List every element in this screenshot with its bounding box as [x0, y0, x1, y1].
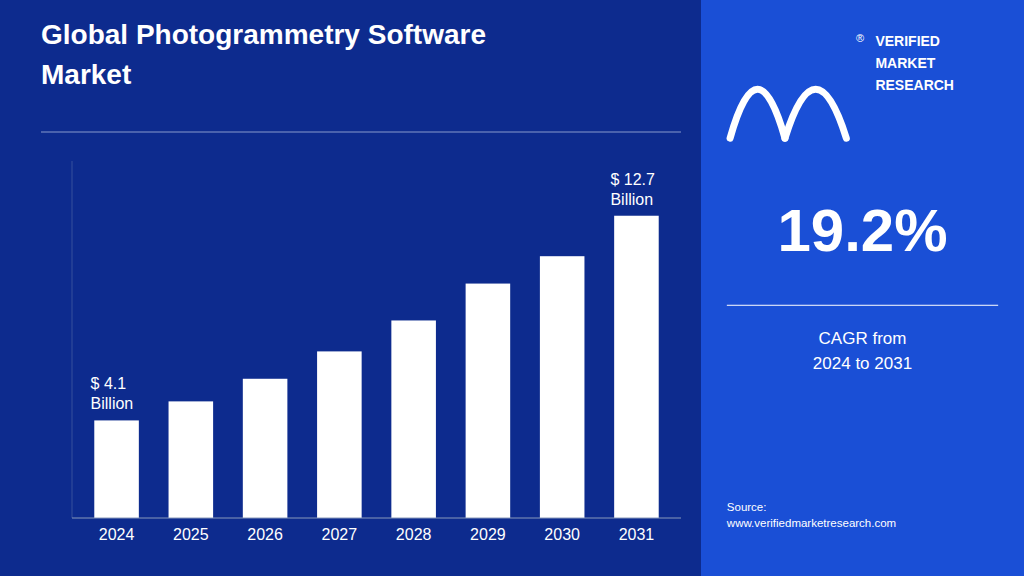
chart-svg: Global Photogrammetry Software Market 2024… [0, 0, 1024, 576]
x-tick-label: 2025 [173, 526, 209, 543]
sidebar-background [701, 0, 1024, 576]
registered-mark-line: ® [856, 32, 864, 44]
cagr-subtitle-line: CAGR from [819, 329, 907, 348]
y-axis-line [72, 161, 73, 518]
source-text-line: Source: [727, 501, 767, 513]
brand-text-line: VERIFIED [875, 33, 940, 49]
logo-arch [785, 89, 846, 138]
x-tick-label: 2026 [247, 526, 283, 543]
cagr-value-line: 19.2% [777, 197, 947, 264]
data-label: $ 12.7 Billion [610, 171, 655, 208]
x-tick-label: 2024 [99, 526, 135, 543]
title-line: Global Photogrammetry Software [41, 19, 486, 50]
bar [317, 351, 362, 518]
title: Global Photogrammetry Software Market [41, 19, 486, 90]
source-text: Source: www.verifiedmarketresearch.com [726, 501, 896, 529]
cagr-rule [727, 305, 998, 306]
x-tick-label: 2029 [470, 526, 506, 543]
brand-text-line: RESEARCH [875, 77, 954, 93]
source-text-line: www.verifiedmarketresearch.com [726, 517, 896, 529]
bar [391, 320, 436, 518]
data-label-line: $ 4.1 [91, 375, 127, 392]
brand-text: VERIFIED MARKET RESEARCH [875, 33, 954, 93]
title-separator [41, 131, 681, 132]
data-label-line: $ 12.7 [610, 171, 655, 188]
data-label-line: Billion [610, 191, 653, 208]
cagr-subtitle-line: 2024 to 2031 [813, 354, 912, 373]
title-line: Market [41, 59, 131, 90]
cagr-value: 19.2% [777, 197, 947, 264]
chart-container: Global Photogrammetry Software Market 2024… [0, 0, 1024, 576]
x-axis-line [72, 518, 681, 519]
x-tick-label: 2028 [396, 526, 432, 543]
registered-mark: ® [856, 32, 864, 44]
x-tick-label: 2031 [619, 526, 655, 543]
bar [94, 420, 139, 518]
bar [540, 256, 585, 518]
bar [466, 284, 511, 518]
bars [94, 216, 658, 518]
bar [169, 401, 214, 518]
x-tick-label: 2027 [322, 526, 358, 543]
bar [614, 216, 659, 518]
brand-text-line: MARKET [875, 55, 935, 71]
data-label-line: Billion [91, 395, 134, 412]
left-background [0, 0, 701, 576]
logo-arch [730, 89, 785, 138]
data-label: $ 4.1 Billion [91, 375, 134, 412]
cagr-subtitle: CAGR from 2024 to 2031 [813, 329, 912, 373]
x-tick-label: 2030 [544, 526, 580, 543]
bar [243, 379, 288, 518]
